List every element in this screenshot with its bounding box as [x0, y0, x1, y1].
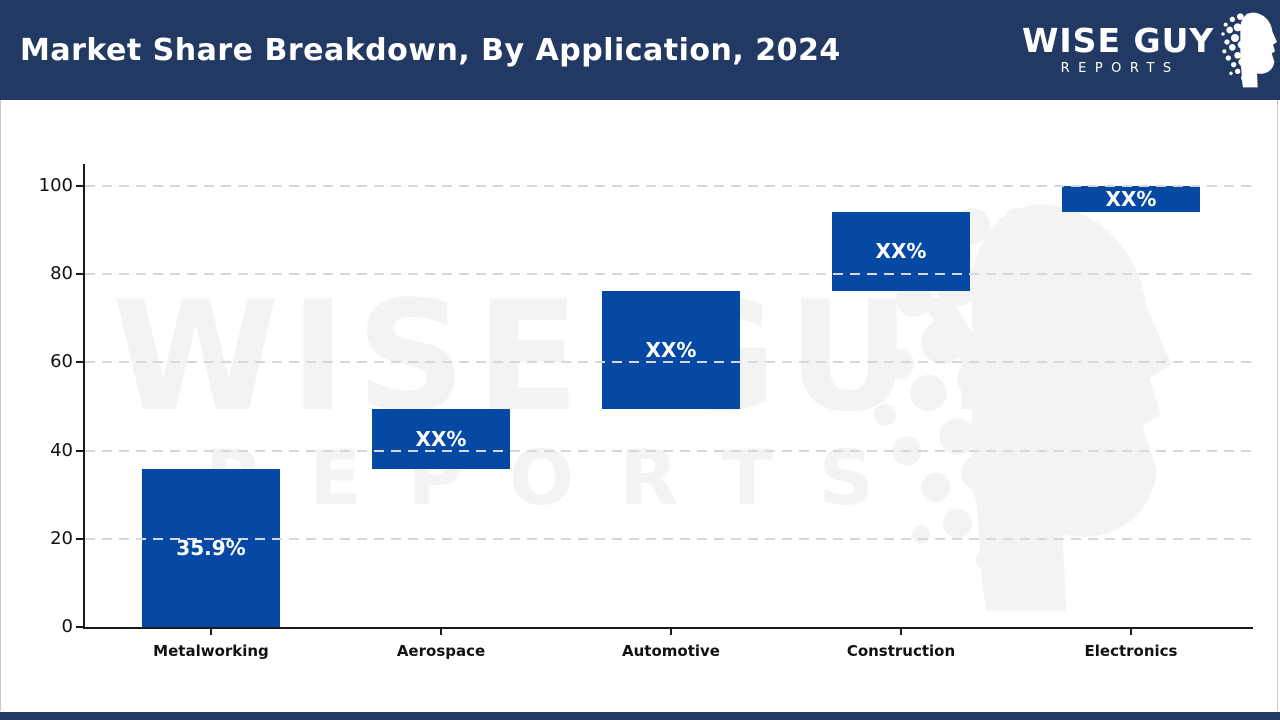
- bar-label-construction: XX%: [875, 239, 927, 264]
- bar-label-aerospace: XX%: [415, 426, 467, 451]
- gridline-y-80: [85, 273, 1253, 276]
- y-tickmark-40: [76, 449, 85, 452]
- y-tick-label-100: 100: [38, 175, 73, 196]
- y-tickmark-60: [76, 361, 85, 364]
- x-category-label-metalworking: Metalworking: [153, 642, 269, 660]
- footer-bar: [0, 712, 1280, 720]
- y-tickmark-80: [76, 273, 85, 276]
- x-tickmark-construction: [900, 627, 902, 635]
- dot-face-icon: [1221, 12, 1278, 88]
- x-tickmark-electronics: [1130, 627, 1132, 635]
- page-title: Market Share Breakdown, By Application, …: [20, 32, 841, 68]
- gridline-y-60: [85, 361, 1253, 364]
- brand-subtitle: REPORTS: [1060, 61, 1180, 76]
- bar-label-metalworking: 35.9%: [176, 535, 246, 560]
- y-tickmark-0: [76, 626, 85, 628]
- bar-label-electronics: XX%: [1105, 187, 1157, 211]
- bar-label-automotive: XX%: [645, 338, 697, 363]
- x-category-label-automotive: Automotive: [622, 642, 720, 660]
- gridline-y-40: [85, 449, 1253, 452]
- y-tick-label-60: 60: [50, 351, 73, 373]
- x-category-label-construction: Construction: [846, 642, 956, 660]
- x-tickmark-aerospace: [440, 627, 442, 635]
- brand-logo: WISE GUY REPORTS: [1022, 6, 1278, 94]
- y-tick-label-20: 20: [50, 527, 73, 549]
- y-tick-label-0: 0: [61, 616, 73, 637]
- y-tick-label-40: 40: [50, 439, 73, 461]
- bar-metalworking: [142, 468, 280, 627]
- brand-wordmark: WISE GUY REPORTS: [1022, 21, 1215, 77]
- y-axis-line: [83, 164, 85, 629]
- gridline-y-20: [85, 537, 1253, 540]
- brand-name: WISE GUY: [1022, 21, 1215, 60]
- header: Market Share Breakdown, By Application, …: [0, 0, 1280, 100]
- x-category-label-electronics: Electronics: [1084, 642, 1178, 660]
- x-tickmark-automotive: [670, 627, 672, 635]
- gridline-y-100: [85, 185, 1253, 187]
- x-category-label-aerospace: Aerospace: [396, 642, 486, 660]
- bar-automotive: [602, 290, 740, 410]
- x-tickmark-metalworking: [210, 627, 212, 635]
- y-tick-label-80: 80: [50, 263, 73, 285]
- y-tickmark-100: [76, 185, 85, 187]
- y-tickmark-20: [76, 537, 85, 540]
- x-axis-line: [83, 627, 1253, 629]
- bar-aerospace: [372, 409, 510, 469]
